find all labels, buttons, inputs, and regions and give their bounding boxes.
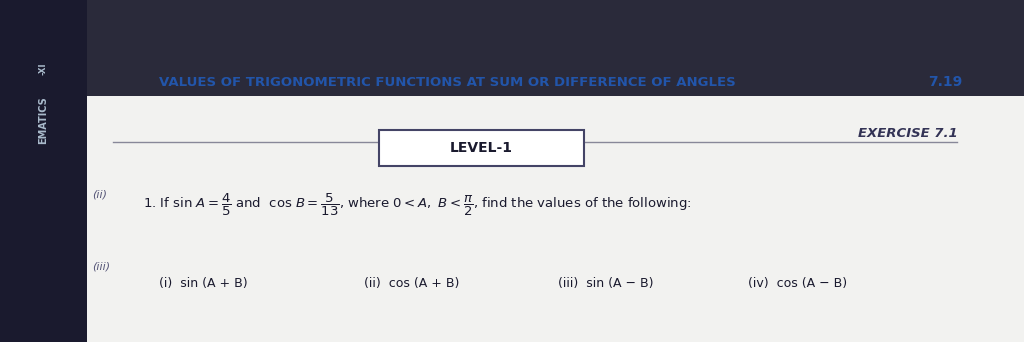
Text: (i)  sin (A + B): (i) sin (A + B) (159, 277, 248, 290)
Text: (iv)  cos (A − B): (iv) cos (A − B) (748, 277, 847, 290)
Text: (ii)  cos (A + B): (ii) cos (A + B) (364, 277, 459, 290)
Text: (ii): (ii) (92, 190, 108, 200)
Text: EXERCISE 7.1: EXERCISE 7.1 (858, 127, 957, 140)
Text: (iii): (iii) (92, 262, 111, 272)
Text: 1. If sin $A = \dfrac{4}{5}$ and  cos $B = \dfrac{5}{13}$, where $0 < A,\ B < \d: 1. If sin $A = \dfrac{4}{5}$ and cos $B … (143, 192, 692, 218)
Text: 7.19: 7.19 (929, 75, 963, 89)
Text: VALUES OF TRIGONOMETRIC FUNCTIONS AT SUM OR DIFFERENCE OF ANGLES: VALUES OF TRIGONOMETRIC FUNCTIONS AT SUM… (159, 76, 735, 89)
Text: (iii)  sin (A − B): (iii) sin (A − B) (558, 277, 653, 290)
Text: EMATICS: EMATICS (38, 96, 48, 144)
Text: -XI: -XI (39, 62, 47, 75)
Text: LEVEL-1: LEVEL-1 (450, 141, 513, 155)
